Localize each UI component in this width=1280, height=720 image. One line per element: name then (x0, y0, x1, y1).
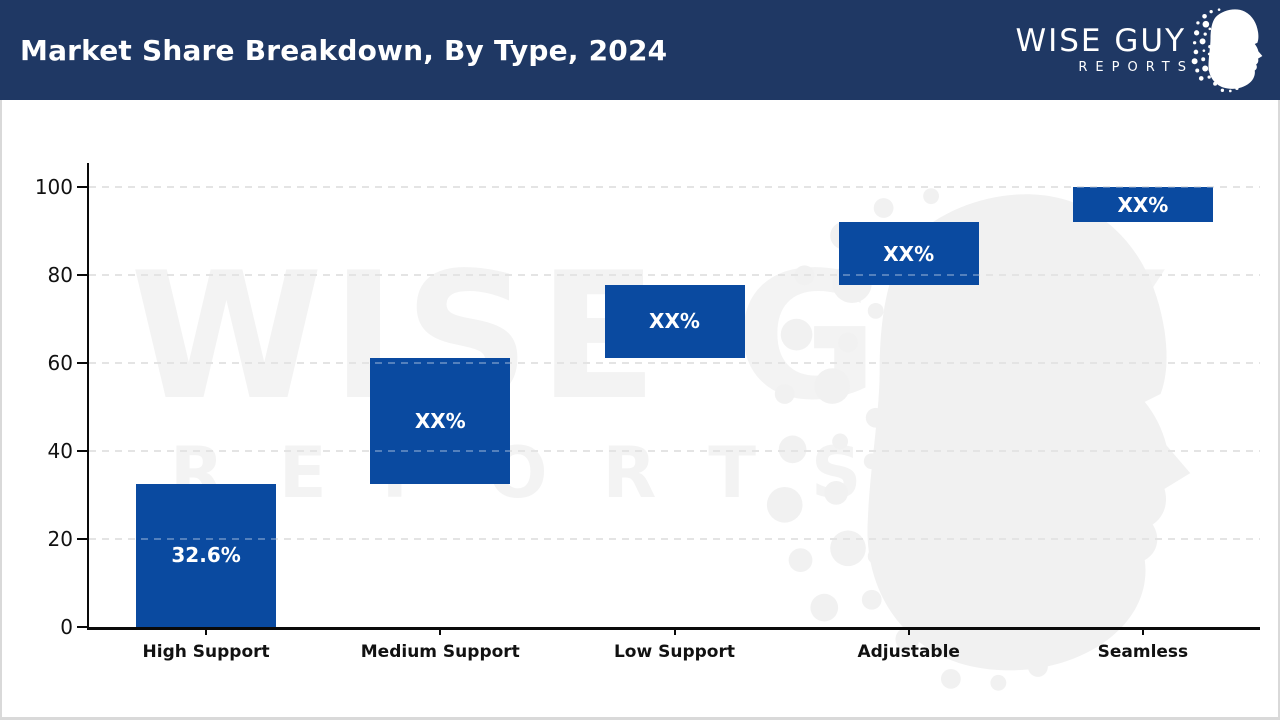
gridline-overlay (89, 450, 1260, 452)
bar-value-label: 32.6% (171, 543, 241, 568)
y-tick-label: 100 (34, 175, 73, 199)
brand-face-icon (1190, 7, 1266, 93)
x-tick-label: Low Support (613, 642, 735, 662)
x-tick-label: Seamless (1097, 642, 1189, 662)
gridline-overlay (89, 186, 1260, 188)
bar: XX% (370, 357, 511, 484)
y-tick-label: 0 (60, 615, 73, 639)
y-tick-mark (77, 186, 87, 188)
x-tick-mark (673, 627, 676, 635)
bar: XX% (604, 285, 745, 358)
bar-value-label: XX% (883, 241, 935, 266)
y-tick-mark (77, 626, 87, 628)
page-title: Market Share Breakdown, By Type, 2024 (20, 33, 668, 67)
y-tick-label: 20 (47, 527, 73, 551)
y-tick-label: 80 (47, 263, 73, 287)
x-tick-mark (907, 627, 910, 635)
x-tick-label: High Support (142, 642, 270, 662)
brand-subtitle: REPORTS (1078, 59, 1194, 75)
gridline (89, 362, 1260, 364)
gridline (89, 538, 1260, 540)
gridline-overlay (89, 274, 1260, 276)
x-tick-label: Medium Support (360, 642, 520, 662)
x-tick-mark (1141, 627, 1144, 635)
gridline (89, 186, 1260, 188)
gridline (89, 274, 1260, 276)
chart-area: WISE GUY REPORTS 02040608010032.6%XX%XX%… (0, 100, 1280, 720)
plot-area: 0 20 40 60 80 100 32.6% XX% XX% XX% XX% High Suppor… (35, 163, 1260, 662)
bar: XX% (838, 222, 979, 286)
x-tick-mark (205, 627, 208, 635)
y-tick-label: 40 (47, 439, 73, 463)
brand-logo: WISE GUY REPORTS (1015, 7, 1266, 93)
gridline (89, 450, 1260, 452)
brand-name: WISE GUY (1015, 23, 1186, 60)
x-tick-mark (439, 627, 442, 635)
x-tick-label: Adjustable (857, 642, 960, 662)
gridline-overlay (89, 362, 1260, 364)
bar: 32.6% (136, 483, 277, 627)
y-tick-mark (77, 538, 87, 540)
bar-value-label: XX% (414, 408, 466, 433)
y-tick-mark (77, 274, 87, 276)
bar: XX% (1072, 187, 1213, 223)
y-tick-mark (77, 362, 87, 364)
bar-value-label: XX% (1117, 192, 1169, 217)
gridline-overlay (89, 538, 1260, 540)
bar-value-label: XX% (649, 309, 700, 334)
watermark-subtext: REPORTS (170, 432, 917, 514)
header: Market Share Breakdown, By Type, 2024 WI… (0, 0, 1280, 100)
brand-logo-text: WISE GUY REPORTS (1015, 25, 1186, 75)
y-tick-label: 60 (47, 351, 73, 375)
y-tick-mark (77, 450, 87, 452)
